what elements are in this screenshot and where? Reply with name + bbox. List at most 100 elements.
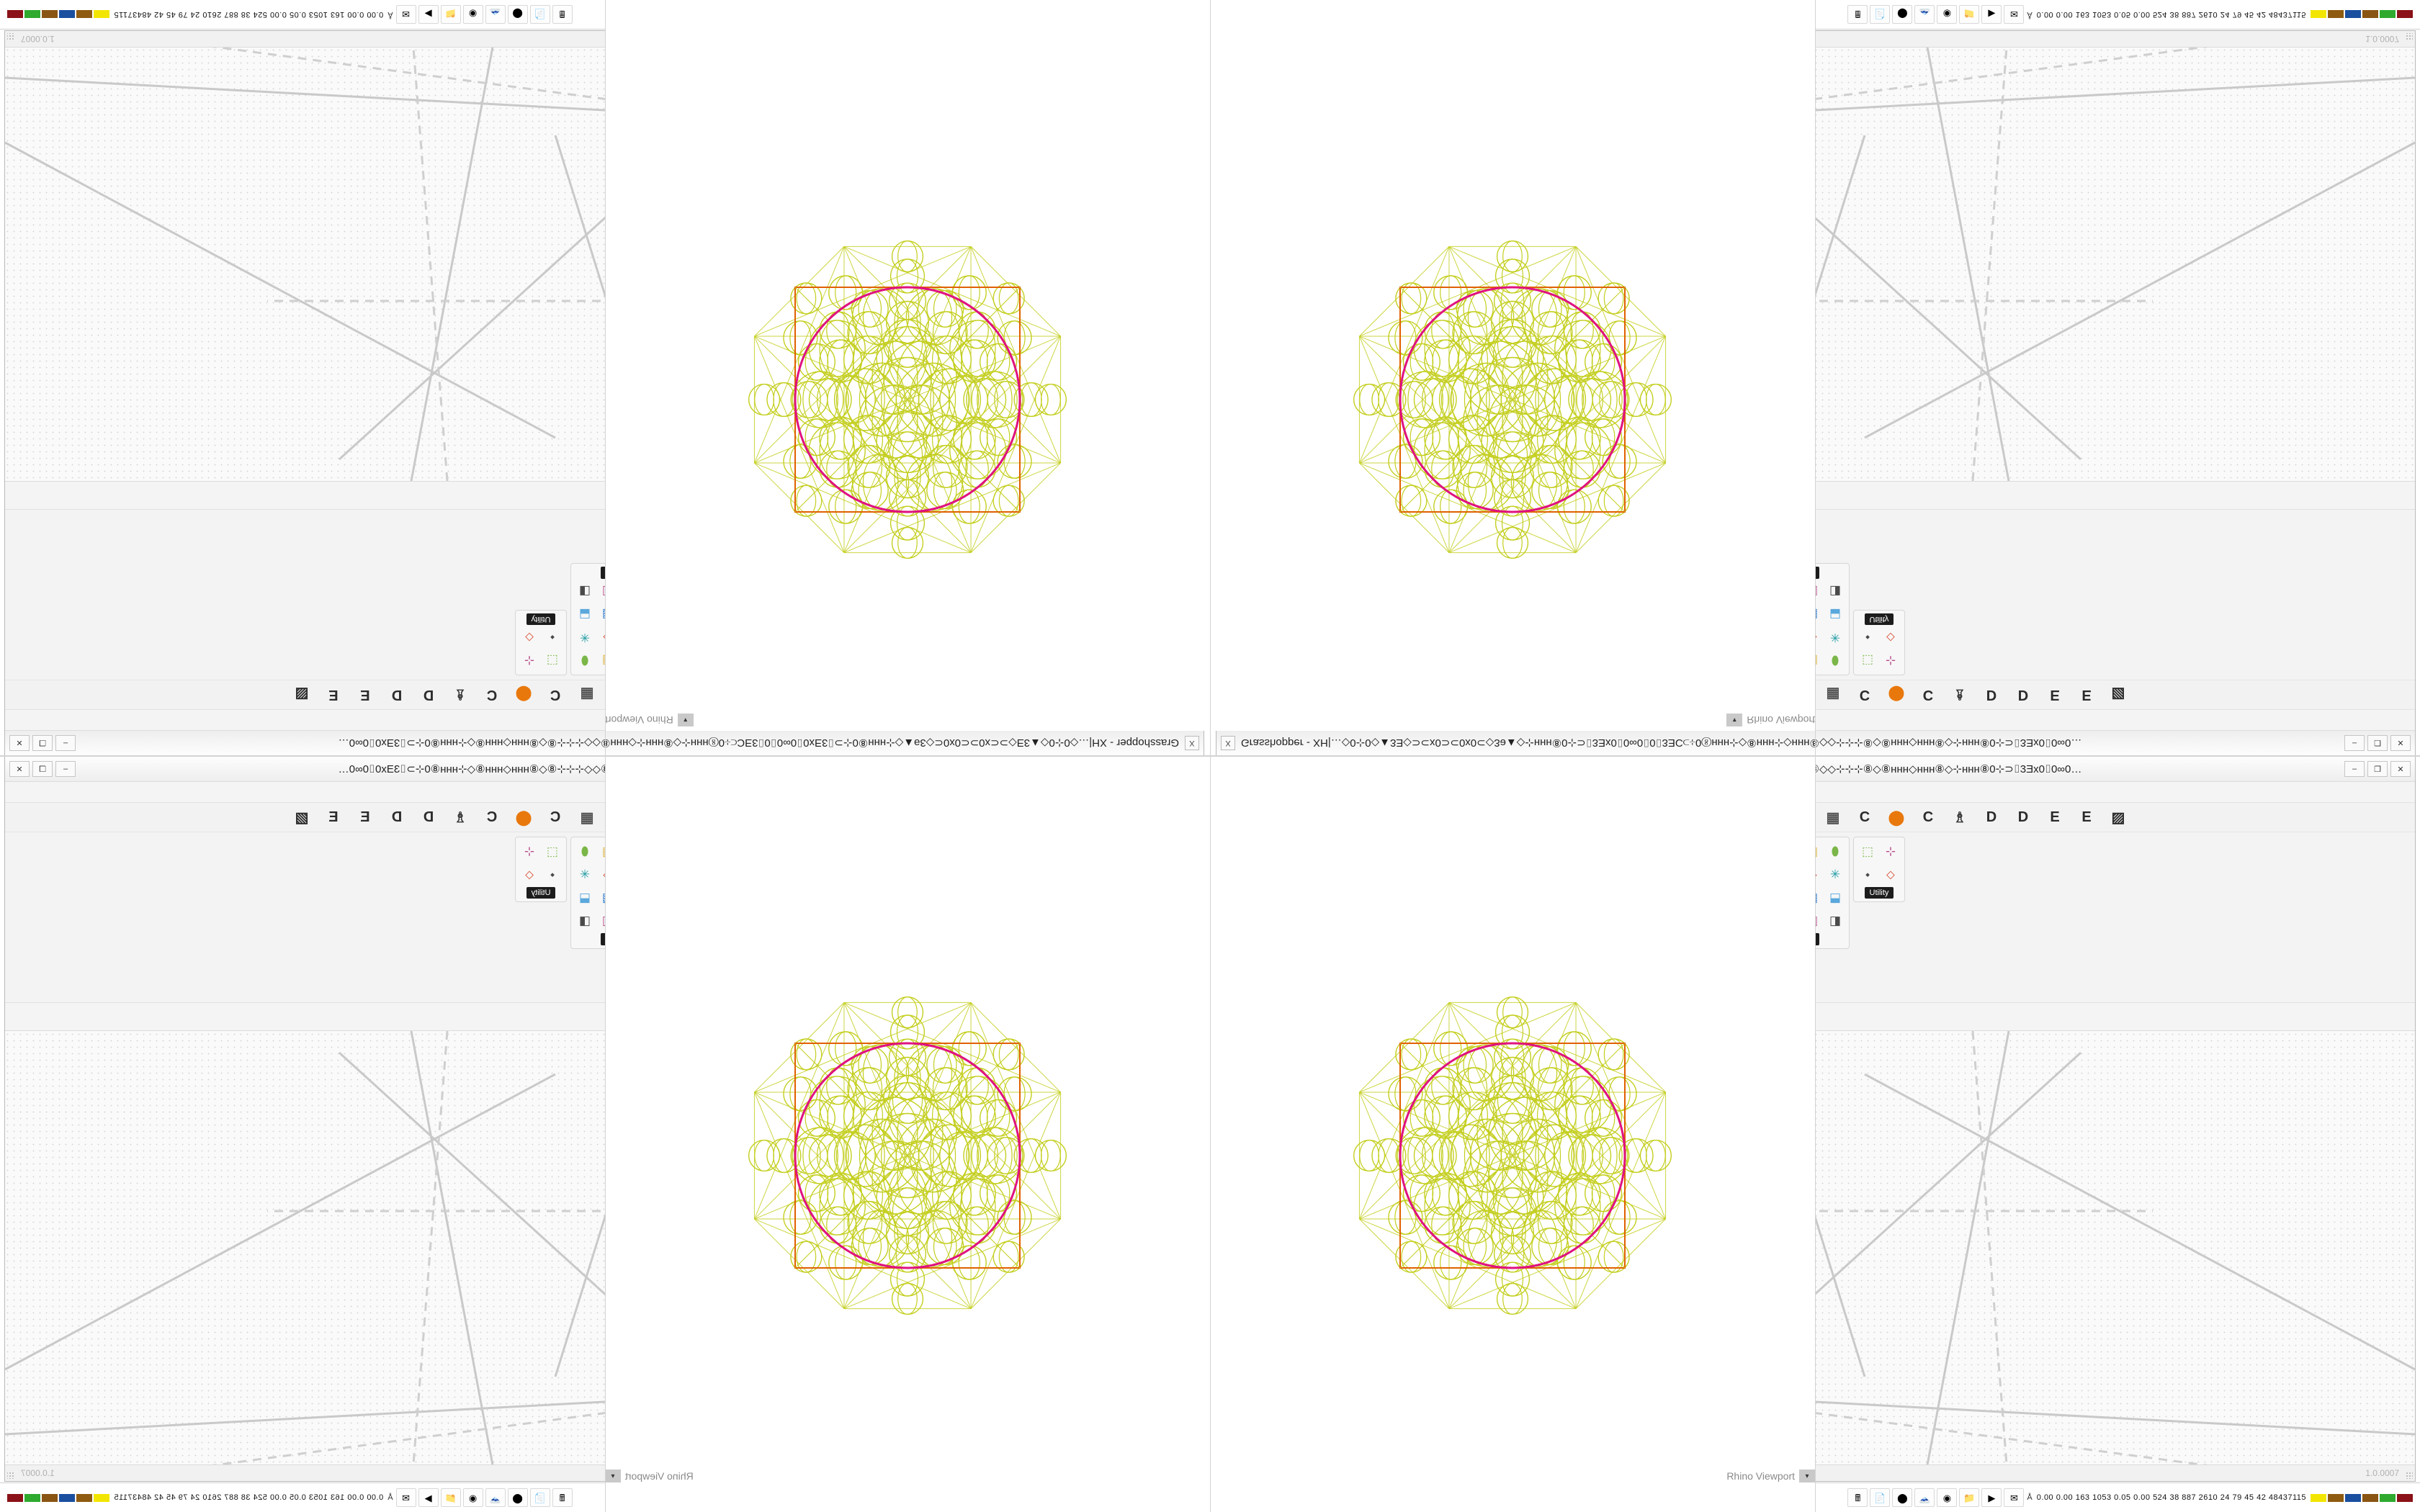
circle-tab[interactable]: ⬤ bbox=[508, 683, 539, 707]
resize-grip[interactable] bbox=[2406, 33, 2413, 40]
grasshopper-titlebar[interactable]: X Grasshopper - XH|…◇0⊹0◇▲3Ǝ◇⊃⊂x0⊃⊂0x0⊂◇… bbox=[5, 730, 1204, 755]
dee2-tab[interactable]: D bbox=[2007, 805, 2039, 829]
folder-taskbar-icon[interactable]: 📁 bbox=[440, 1488, 461, 1507]
folder-taskbar-icon[interactable]: 📁 bbox=[440, 5, 461, 24]
window-system-icon[interactable]: X bbox=[1185, 736, 1199, 750]
bird-tab[interactable]: ♗ bbox=[444, 683, 476, 707]
component-icon[interactable]: ⬮ bbox=[581, 844, 589, 858]
mail-taskbar-icon[interactable]: ✉ bbox=[2004, 1488, 2025, 1507]
component-icon[interactable]: ⬦ bbox=[525, 631, 534, 645]
maximize-button[interactable]: ❐ bbox=[32, 761, 53, 777]
rhino-viewport-bottom-left[interactable]: Rhino Viewport ▾ bbox=[605, 756, 1210, 1487]
eee2-tab[interactable]: E bbox=[318, 805, 349, 829]
eee-tab[interactable]: E bbox=[349, 683, 381, 707]
bird-tab[interactable]: ♗ bbox=[1944, 683, 1976, 707]
panel-label[interactable]: Utility bbox=[526, 613, 556, 625]
eee2-tab[interactable]: E bbox=[318, 683, 349, 707]
component-icon[interactable]: ◨ bbox=[578, 585, 591, 599]
panel-label[interactable]: Utility bbox=[1864, 613, 1894, 625]
mail-taskbar-icon[interactable]: ✉ bbox=[2004, 5, 2025, 24]
eee-tab[interactable]: E bbox=[349, 805, 381, 829]
notepad-taskbar-icon[interactable]: 📄 bbox=[1870, 1488, 1891, 1507]
panel-label[interactable]: Utility bbox=[526, 887, 556, 899]
maximize-button[interactable]: ❐ bbox=[32, 735, 53, 751]
dee-tab[interactable]: D bbox=[413, 805, 444, 829]
bird-tab[interactable]: ♗ bbox=[444, 805, 476, 829]
circle-tab[interactable]: ⬤ bbox=[1881, 805, 1912, 829]
grasshopper-taskbar-icon[interactable]: 🗻 bbox=[485, 1488, 506, 1507]
matrix-tab[interactable]: ▨ bbox=[2102, 683, 2134, 707]
component-icon[interactable]: ⬦ bbox=[1886, 631, 1895, 645]
resize-grip[interactable] bbox=[7, 1472, 14, 1479]
matrix-tab[interactable]: ▨ bbox=[2102, 805, 2134, 829]
close-button[interactable]: ✕ bbox=[9, 735, 30, 751]
component-icon[interactable]: ⊹ bbox=[524, 844, 535, 858]
matrix-tab[interactable]: ▨ bbox=[286, 683, 318, 707]
chevron-down-icon[interactable]: ▾ bbox=[1799, 1470, 1815, 1482]
viewport-tab[interactable]: ▾ Rhino Viewport bbox=[1210, 714, 1815, 726]
eee-tab[interactable]: E bbox=[2039, 805, 2071, 829]
dee-tab[interactable]: D bbox=[413, 683, 444, 707]
rhino-viewport-top-right[interactable]: ▾ Rhino Viewport bbox=[1210, 0, 1815, 731]
minimize-button[interactable]: – bbox=[55, 761, 76, 777]
mail-taskbar-icon[interactable]: ✉ bbox=[395, 1488, 416, 1507]
viewport-tab[interactable]: Rhino Viewport ▾ bbox=[605, 1470, 1210, 1482]
rhino-taskbar-icon[interactable]: ⬤ bbox=[1892, 1488, 1913, 1507]
window-system-icon[interactable]: X bbox=[1221, 736, 1235, 750]
component-icon[interactable]: ✳ bbox=[579, 867, 591, 881]
component-icon[interactable]: ⬩ bbox=[1865, 867, 1870, 881]
component-icon[interactable]: ⊹ bbox=[1885, 844, 1896, 858]
dee2-tab[interactable]: D bbox=[381, 683, 413, 707]
close-button[interactable]: ✕ bbox=[2390, 735, 2411, 751]
grasshopper-taskbar-icon[interactable]: 🗻 bbox=[1914, 1488, 1935, 1507]
close-button[interactable]: ✕ bbox=[9, 761, 30, 777]
grid-tab[interactable]: ▦ bbox=[1817, 683, 1849, 707]
resize-grip[interactable] bbox=[7, 33, 14, 40]
chrome-taskbar-icon[interactable]: ◉ bbox=[1937, 1488, 1958, 1507]
component-icon[interactable]: ⬮ bbox=[581, 654, 589, 668]
component-icon[interactable]: ✳ bbox=[579, 631, 591, 645]
chrome-taskbar-icon[interactable]: ◉ bbox=[462, 1488, 483, 1507]
grasshopper-titlebar[interactable]: X Grasshopper - XH|…◇0⊹0◇▲3Ǝ◇⊃⊂x0⊃⊂0x0⊂◇… bbox=[1216, 730, 2415, 755]
notepad-taskbar-icon[interactable]: 📄 bbox=[1870, 5, 1891, 24]
chevron-down-icon[interactable]: ▾ bbox=[605, 1470, 621, 1482]
component-icon[interactable]: ✳ bbox=[1829, 867, 1841, 881]
cee-tab[interactable]: C bbox=[539, 805, 571, 829]
calculator-taskbar-icon[interactable]: 🖩 bbox=[1847, 1488, 1868, 1507]
component-icon[interactable]: ⬮ bbox=[1831, 844, 1839, 858]
media-taskbar-icon[interactable]: ▶ bbox=[418, 5, 439, 24]
dee-tab[interactable]: D bbox=[1976, 805, 2007, 829]
dee-tab[interactable]: D bbox=[1976, 683, 2007, 707]
media-taskbar-icon[interactable]: ▶ bbox=[1981, 5, 2002, 24]
component-icon[interactable]: ⬚ bbox=[1861, 654, 1874, 668]
component-icon[interactable]: ⬩ bbox=[1865, 631, 1870, 645]
calculator-taskbar-icon[interactable]: 🖩 bbox=[552, 5, 573, 24]
panel-label[interactable]: Utility bbox=[1864, 887, 1894, 899]
minimize-button[interactable]: – bbox=[2344, 735, 2365, 751]
maximize-button[interactable]: ❐ bbox=[2367, 761, 2388, 777]
component-icon[interactable]: ⬚ bbox=[1861, 844, 1874, 858]
cee-tab[interactable]: C bbox=[539, 683, 571, 707]
eee2-tab[interactable]: E bbox=[2071, 683, 2102, 707]
mail-taskbar-icon[interactable]: ✉ bbox=[395, 5, 416, 24]
media-taskbar-icon[interactable]: ▶ bbox=[1981, 1488, 2002, 1507]
component-icon[interactable]: ⬚ bbox=[546, 844, 559, 858]
component-icon[interactable]: ✳ bbox=[1829, 631, 1841, 645]
viewport-tab[interactable]: ▾ Rhino Viewport bbox=[605, 714, 1210, 726]
chrome-taskbar-icon[interactable]: ◉ bbox=[462, 5, 483, 24]
rhino-taskbar-icon[interactable]: ⬤ bbox=[507, 1488, 528, 1507]
notepad-taskbar-icon[interactable]: 📄 bbox=[529, 1488, 550, 1507]
component-icon[interactable]: ⬦ bbox=[525, 867, 534, 881]
rhino-viewport-top-left[interactable]: ▾ Rhino Viewport bbox=[605, 0, 1210, 731]
folder-taskbar-icon[interactable]: 📁 bbox=[1959, 1488, 1980, 1507]
component-icon[interactable]: ⬓ bbox=[1829, 608, 1842, 622]
rhino-taskbar-icon[interactable]: ⬤ bbox=[507, 5, 528, 24]
cee2-tab[interactable]: C bbox=[1912, 683, 1944, 707]
cee-tab[interactable]: C bbox=[1849, 683, 1881, 707]
calculator-taskbar-icon[interactable]: 🖩 bbox=[552, 1488, 573, 1507]
component-icon[interactable]: ⬓ bbox=[1829, 890, 1842, 904]
chevron-down-icon[interactable]: ▾ bbox=[677, 714, 694, 726]
circle-tab[interactable]: ⬤ bbox=[508, 805, 539, 829]
folder-taskbar-icon[interactable]: 📁 bbox=[1959, 5, 1980, 24]
component-icon[interactable]: ◨ bbox=[578, 913, 591, 927]
